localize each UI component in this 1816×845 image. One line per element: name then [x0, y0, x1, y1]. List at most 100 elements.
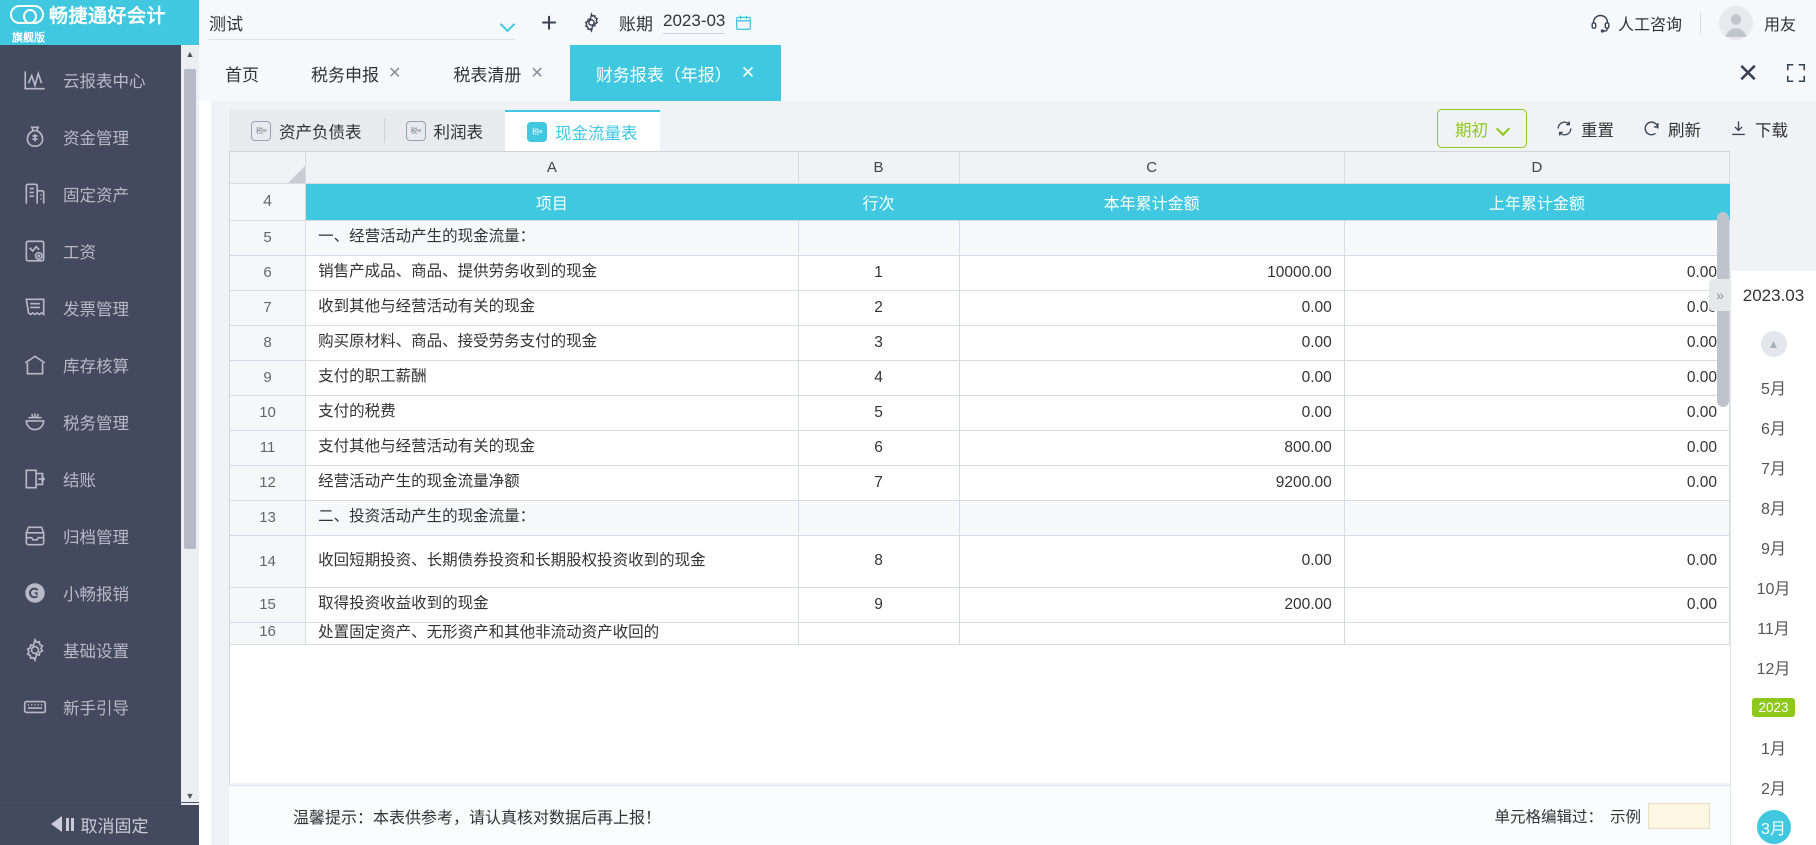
close-icon[interactable]: ✕: [740, 63, 756, 82]
grid-col-A[interactable]: A: [305, 152, 799, 184]
row-number[interactable]: 11: [230, 430, 307, 466]
triangle-up-icon[interactable]: ▲: [185, 49, 195, 59]
row-number[interactable]: 9: [230, 360, 307, 396]
close-icon[interactable]: ✕: [530, 65, 544, 82]
sidebar-item-2[interactable]: 资金管理: [0, 108, 181, 165]
row-number[interactable]: 13: [230, 500, 307, 536]
cell-current-year[interactable]: 9200.00: [959, 465, 1345, 501]
cell-item[interactable]: 支付其他与经营活动有关的现金: [305, 430, 799, 466]
cell-item[interactable]: 销售产成品、商品、提供劳务收到的现金: [305, 255, 799, 291]
row-number[interactable]: 4: [230, 183, 307, 221]
cell-current-year[interactable]: 800.00: [959, 430, 1345, 466]
cell-line-no[interactable]: 9: [798, 587, 960, 623]
tab-4[interactable]: 财务报表（年报） ✕: [569, 45, 782, 101]
opening-balance-button[interactable]: 期初: [1437, 109, 1527, 148]
cell-prior-year[interactable]: 0.00: [1344, 430, 1730, 466]
month-item-3[interactable]: 7月: [1731, 447, 1816, 487]
sidebar-item-6[interactable]: 库存核算: [0, 336, 181, 393]
row-number[interactable]: 15: [230, 587, 307, 623]
cell-current-year[interactable]: 0.00: [959, 290, 1345, 326]
period-value[interactable]: 2023-03: [663, 11, 726, 34]
cell-current-year[interactable]: 0.00: [959, 395, 1345, 431]
user-menu[interactable]: 用友: [1718, 5, 1796, 40]
cell-prior-year[interactable]: 0.00: [1344, 587, 1730, 623]
cell-line-no[interactable]: 5: [798, 395, 960, 431]
sidebar-item-9[interactable]: 归档管理: [0, 507, 181, 564]
row-number[interactable]: 14: [230, 535, 307, 588]
row-number[interactable]: 16: [230, 622, 307, 645]
month-item-4[interactable]: 8月: [1731, 487, 1816, 527]
cell-prior-year[interactable]: 0.00: [1344, 395, 1730, 431]
reset-button[interactable]: 重置: [1555, 117, 1614, 141]
row-number[interactable]: 7: [230, 290, 307, 326]
cell-prior-year[interactable]: 0.00: [1344, 465, 1730, 501]
grid-col-C[interactable]: C: [959, 152, 1345, 184]
cell-prior-year[interactable]: [1344, 220, 1730, 256]
cell-line-no[interactable]: 4: [798, 360, 960, 396]
chevron-down-icon[interactable]: [501, 19, 515, 27]
month-item-9[interactable]: 2023: [1731, 687, 1816, 727]
cell-prior-year[interactable]: 0.00: [1344, 290, 1730, 326]
cell-prior-year[interactable]: 0.00: [1344, 535, 1730, 588]
sidebar-item-7[interactable]: 税务管理: [0, 393, 181, 450]
row-number[interactable]: 10: [230, 395, 307, 431]
plus-icon[interactable]: +: [540, 6, 558, 38]
sidebar-item-8[interactable]: 结账: [0, 450, 181, 507]
cell-prior-year[interactable]: 0.00: [1344, 255, 1730, 291]
sidebar-item-5[interactable]: 发票管理: [0, 279, 181, 336]
company-selector[interactable]: 测试: [199, 0, 529, 45]
cell-prior-year[interactable]: [1344, 622, 1730, 645]
cell-line-no[interactable]: 8: [798, 535, 960, 588]
month-scroll-up-button[interactable]: ▲: [1731, 321, 1816, 367]
cell-current-year[interactable]: 0.00: [959, 360, 1345, 396]
cell-line-no[interactable]: 1: [798, 255, 960, 291]
cell-prior-year[interactable]: 0.00: [1344, 360, 1730, 396]
cell-item[interactable]: 二、投资活动产生的现金流量：: [305, 500, 799, 536]
cell-line-no[interactable]: 2: [798, 290, 960, 326]
month-item-7[interactable]: 11月: [1731, 607, 1816, 647]
unpin-sidebar-button[interactable]: 取消固定: [0, 802, 199, 845]
sidebar-item-4[interactable]: 工资: [0, 222, 181, 279]
sidebar-scrollbar[interactable]: ▲ ▼: [181, 45, 199, 805]
row-number[interactable]: 8: [230, 325, 307, 361]
close-icon[interactable]: ✕: [1737, 57, 1759, 88]
cell-current-year[interactable]: [959, 500, 1345, 536]
cell-item[interactable]: 经营活动产生的现金流量净额: [305, 465, 799, 501]
month-item-6[interactable]: 10月: [1731, 567, 1816, 607]
sidebar-scroll-thumb[interactable]: [184, 69, 196, 549]
cell-item[interactable]: 一、经营活动产生的现金流量：: [305, 220, 799, 256]
triangle-down-icon[interactable]: ▼: [185, 791, 195, 801]
cell-current-year[interactable]: 0.00: [959, 535, 1345, 588]
period-selector[interactable]: 账期 2023-03: [619, 10, 752, 35]
tab-1[interactable]: 首页: [199, 45, 285, 101]
month-item-12[interactable]: 3月: [1731, 807, 1816, 845]
row-number[interactable]: 6: [230, 255, 307, 291]
report-subtab-2[interactable]: 税≡ 利润表: [383, 110, 505, 151]
cell-line-no[interactable]: 3: [798, 325, 960, 361]
grid-corner-cell[interactable]: [230, 152, 307, 184]
sidebar-item-11[interactable]: 基础设置: [0, 621, 181, 678]
cell-prior-year[interactable]: [1344, 500, 1730, 536]
grid-col-D[interactable]: D: [1344, 152, 1730, 184]
cell-item[interactable]: 购买原材料、商品、接受劳务支付的现金: [305, 325, 799, 361]
cell-line-no[interactable]: 7: [798, 465, 960, 501]
cell-line-no[interactable]: 6: [798, 430, 960, 466]
refresh-button[interactable]: 刷新: [1642, 117, 1701, 141]
cell-current-year[interactable]: 200.00: [959, 587, 1345, 623]
cell-item[interactable]: 取得投资收益收到的现金: [305, 587, 799, 623]
month-item-11[interactable]: 2月: [1731, 767, 1816, 807]
sidebar-item-1[interactable]: 云报表中心: [0, 51, 181, 108]
cell-item[interactable]: 支付的职工薪酬: [305, 360, 799, 396]
cell-item[interactable]: 支付的税费: [305, 395, 799, 431]
cell-item[interactable]: 收回短期投资、长期债券投资和长期股权投资收到的现金: [305, 535, 799, 588]
month-item-10[interactable]: 1月: [1731, 727, 1816, 767]
month-item-1[interactable]: 5月: [1731, 367, 1816, 407]
grid-header-cell-2[interactable]: 行次: [798, 183, 960, 221]
chevron-right-icon[interactable]: »: [1709, 279, 1731, 311]
cell-item[interactable]: 处置固定资产、无形资产和其他非流动资产收回的: [305, 622, 799, 645]
gear-icon[interactable]: [569, 0, 613, 45]
cell-prior-year[interactable]: 0.00: [1344, 325, 1730, 361]
cell-current-year[interactable]: [959, 622, 1345, 645]
cell-line-no[interactable]: [798, 500, 960, 536]
close-icon[interactable]: ✕: [388, 65, 402, 82]
